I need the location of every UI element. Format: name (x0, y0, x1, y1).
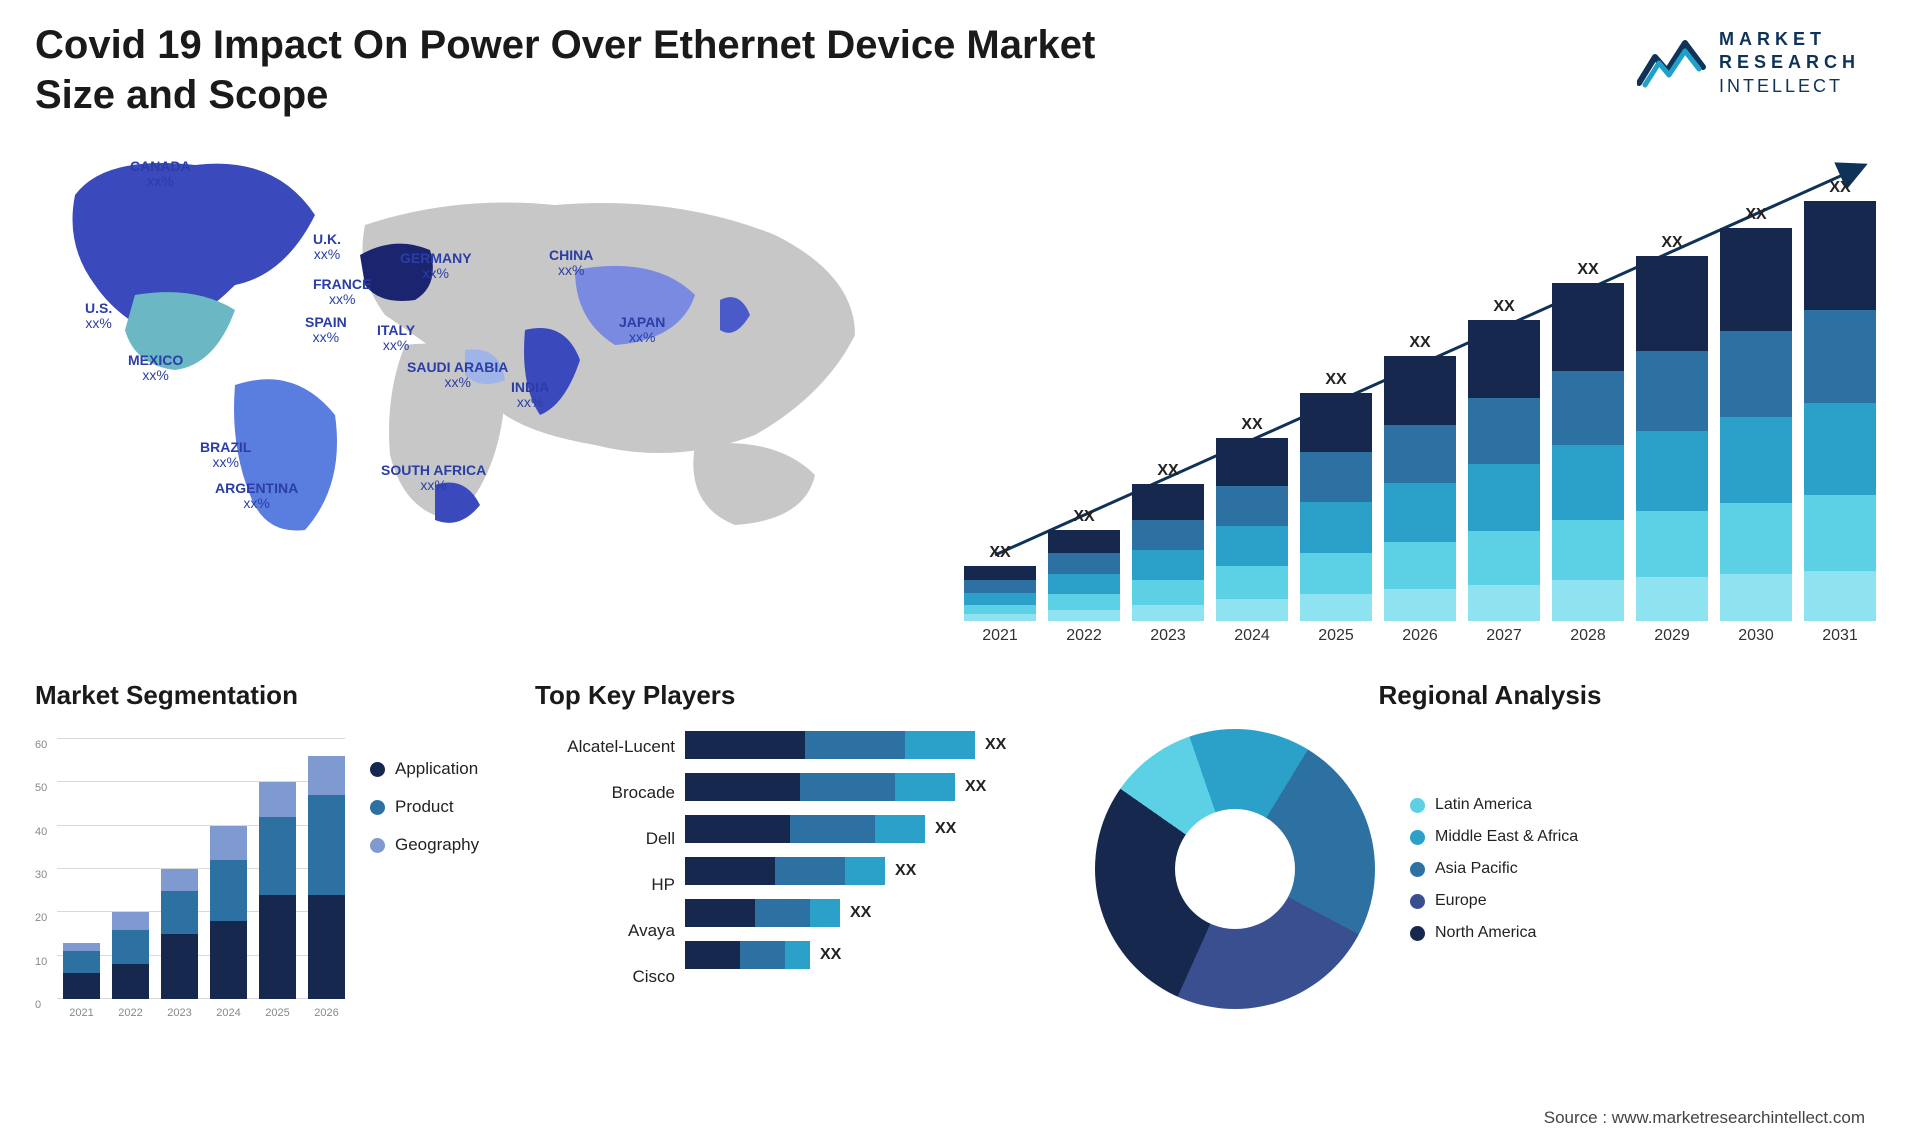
keyplayer-label: HP (651, 871, 675, 899)
forecast-bar: XX2025 (1300, 371, 1372, 645)
keyplayer-label: Dell (646, 825, 675, 853)
legend-item: Europe (1410, 892, 1578, 910)
legend-item: Product (370, 797, 479, 817)
source-text: Source : www.marketresearchintellect.com (1544, 1108, 1865, 1128)
keyplayers-chart: Alcatel-Lucent Brocade Dell HP Avaya Cisco XX… (535, 729, 1075, 991)
keyplayer-bar: XX (685, 899, 1075, 927)
legend-item: Middle East & Africa (1410, 828, 1578, 846)
keyplayer-bar: XX (685, 941, 1075, 969)
segmentation-bar (112, 912, 149, 999)
map-label: FRANCExx% (313, 277, 371, 308)
keyplayer-bar: XX (685, 857, 1075, 885)
segmentation-bar (161, 869, 198, 999)
legend-item: Application (370, 759, 479, 779)
map-label: ITALYxx% (377, 323, 415, 354)
map-label: MEXICOxx% (128, 353, 183, 384)
logo-mark-icon (1637, 35, 1707, 91)
forecast-bar: XX2028 (1552, 261, 1624, 645)
forecast-bar: XX2023 (1132, 462, 1204, 645)
legend-item: Geography (370, 835, 479, 855)
map-label: U.S.xx% (85, 301, 112, 332)
segmentation-bar (259, 782, 296, 999)
regional-chart: Latin America Middle East & Africa Asia Pa… (1095, 729, 1885, 1009)
segmentation-legend: Application Product Geography (370, 759, 479, 1019)
segmentation-bar (210, 826, 247, 999)
keyplayer-label: Cisco (632, 963, 675, 991)
map-label: ARGENTINAxx% (215, 481, 298, 512)
map-label: GERMANYxx% (400, 251, 472, 282)
forecast-bar: XX2030 (1720, 206, 1792, 645)
regional-title: Regional Analysis (1095, 680, 1885, 711)
map-label: INDIAxx% (511, 380, 549, 411)
forecast-bar: XX2024 (1216, 416, 1288, 645)
map-label: SOUTH AFRICAxx% (381, 463, 486, 494)
forecast-bar: XX2021 (964, 544, 1036, 645)
segmentation-chart: 0102030405060 202120222023202420252026 (35, 729, 345, 1019)
map-label: CANADAxx% (130, 159, 191, 190)
page-title: Covid 19 Impact On Power Over Ethernet D… (35, 20, 1135, 120)
keyplayer-bar: XX (685, 773, 1075, 801)
keyplayer-bar: XX (685, 731, 1075, 759)
forecast-bar: XX2031 (1804, 179, 1876, 645)
world-map: CANADAxx% U.S.xx% MEXICOxx% BRAZILxx% ARGENT… (35, 135, 895, 645)
logo-line2: RESEARCH (1719, 51, 1860, 74)
map-label: BRAZILxx% (200, 440, 251, 471)
segmentation-bar (63, 943, 100, 999)
map-label: SPAINxx% (305, 315, 347, 346)
forecast-chart: XX2021XX2022XX2023XX2024XX2025XX2026XX20… (965, 135, 1885, 645)
map-label: CHINAxx% (549, 248, 593, 279)
brand-logo: MARKET RESEARCH INTELLECT (1637, 28, 1860, 98)
legend-item: Latin America (1410, 796, 1578, 814)
forecast-bar: XX2027 (1468, 298, 1540, 645)
segmentation-bar (308, 756, 345, 999)
forecast-bar: XX2026 (1384, 334, 1456, 645)
legend-item: North America (1410, 924, 1578, 942)
logo-line1: MARKET (1719, 28, 1860, 51)
forecast-bar: XX2022 (1048, 508, 1120, 645)
keyplayer-bar: XX (685, 815, 1075, 843)
keyplayer-label: Brocade (612, 779, 675, 807)
keyplayer-label: Alcatel-Lucent (567, 733, 675, 761)
legend-item: Asia Pacific (1410, 860, 1578, 878)
regional-donut (1095, 729, 1375, 1009)
map-label: JAPANxx% (619, 315, 665, 346)
keyplayers-title: Top Key Players (535, 680, 1075, 711)
logo-line3: INTELLECT (1719, 75, 1860, 98)
segmentation-title: Market Segmentation (35, 680, 515, 711)
map-label: SAUDI ARABIAxx% (407, 360, 508, 391)
forecast-bar: XX2029 (1636, 234, 1708, 645)
map-label: U.K.xx% (313, 232, 341, 263)
keyplayer-label: Avaya (628, 917, 675, 945)
